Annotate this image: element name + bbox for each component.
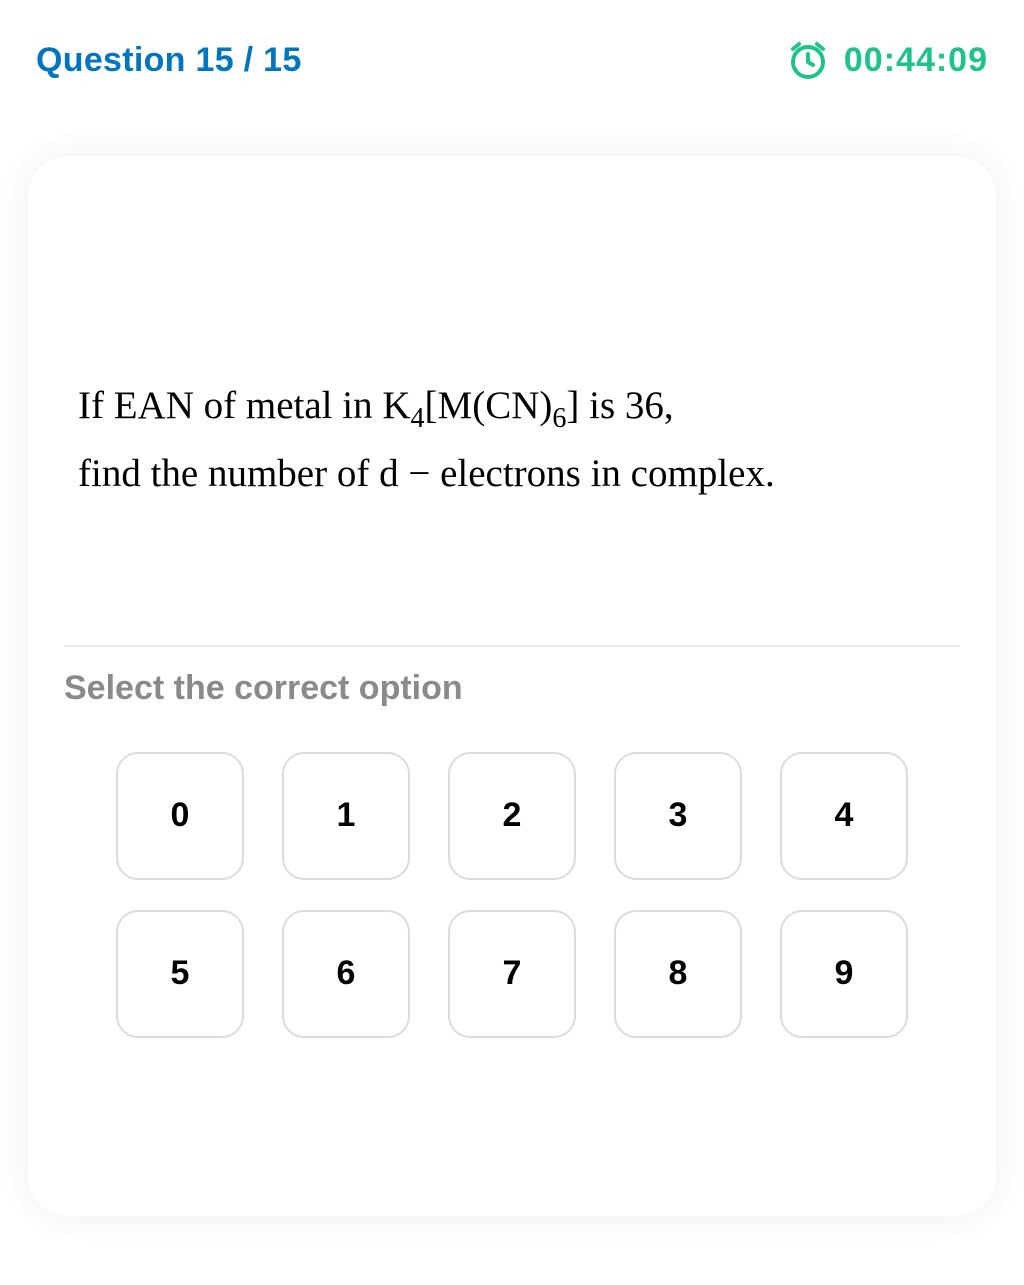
divider <box>64 645 960 647</box>
question-line1-prefix: If EAN of metal in K <box>78 384 411 427</box>
timer: 00:44:09 <box>786 38 988 82</box>
question-number-label: Question 15 / 15 <box>36 41 302 80</box>
key-8[interactable]: 8 <box>614 910 742 1038</box>
key-3[interactable]: 3 <box>614 752 742 880</box>
timer-value: 00:44:09 <box>844 41 988 80</box>
key-1[interactable]: 1 <box>282 752 410 880</box>
question-line1-mid: [M(CN) <box>425 384 553 427</box>
select-option-label: Select the correct option <box>64 669 960 708</box>
keypad: 0 1 2 3 4 5 6 7 8 9 <box>116 752 908 1038</box>
header: Question 15 / 15 00:44:09 <box>0 0 1024 106</box>
question-sub2: 6 <box>552 403 566 434</box>
question-sub1: 4 <box>411 403 425 434</box>
key-5[interactable]: 5 <box>116 910 244 1038</box>
question-card: If EAN of metal in K4[M(CN)6] is 36, fin… <box>28 156 996 1216</box>
question-text: If EAN of metal in K4[M(CN)6] is 36, fin… <box>64 212 960 609</box>
key-9[interactable]: 9 <box>780 910 908 1038</box>
question-line1-suffix: ] is 36, <box>566 384 673 427</box>
clock-icon <box>786 38 830 82</box>
key-7[interactable]: 7 <box>448 910 576 1038</box>
question-line2: find the number of d − electrons in comp… <box>78 440 946 508</box>
key-4[interactable]: 4 <box>780 752 908 880</box>
key-2[interactable]: 2 <box>448 752 576 880</box>
key-6[interactable]: 6 <box>282 910 410 1038</box>
key-0[interactable]: 0 <box>116 752 244 880</box>
